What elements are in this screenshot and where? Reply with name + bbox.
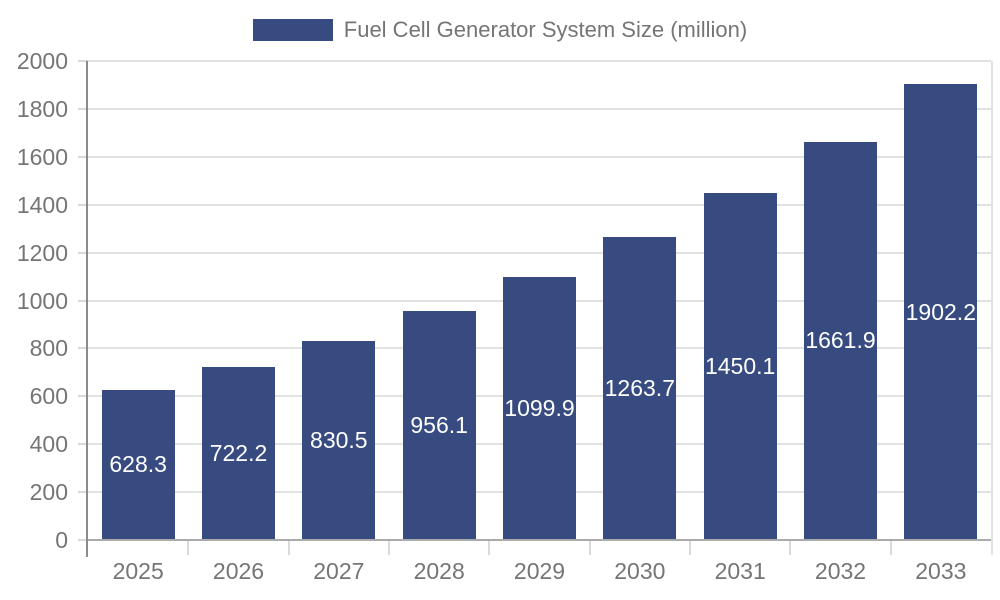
y-axis-tick-label: 2000: [16, 48, 68, 74]
y-axis-tick: [78, 443, 88, 446]
bar-2026[interactable]: 722.2: [202, 367, 275, 540]
legend-label: Fuel Cell Generator System Size (million…: [343, 17, 748, 42]
x-axis-tick-label: 2027: [313, 558, 365, 584]
bar-value-label: 722.2: [209, 440, 268, 466]
bar-2027[interactable]: 830.5: [302, 341, 376, 540]
bar-2033[interactable]: 1902.2: [904, 84, 978, 540]
bar-2028[interactable]: 956.1: [402, 311, 476, 540]
gridline: [88, 203, 991, 206]
x-axis-line: [88, 539, 993, 541]
y-axis-tick-label: 1800: [16, 95, 68, 122]
legend-swatch: [252, 19, 333, 41]
y-axis-tick-label: 1600: [16, 143, 68, 170]
x-axis-tick-label: 2031: [714, 558, 766, 584]
bar-value-label: 830.5: [310, 427, 368, 454]
gridline: [88, 107, 991, 110]
gridline: [88, 60, 991, 62]
x-axis-tick: [889, 541, 892, 555]
y-axis-tick: [78, 107, 88, 110]
y-axis-tick: [78, 155, 88, 158]
plot-border-right: [991, 61, 993, 555]
y-axis-tick: [78, 251, 88, 254]
y-axis-tick-label: 800: [29, 335, 68, 362]
bar-value-label: 1902.2: [905, 298, 976, 325]
bar-2025[interactable]: 628.3: [101, 389, 175, 540]
y-axis-line: [86, 61, 88, 557]
legend-item[interactable]: Fuel Cell Generator System Size (million…: [0, 16, 1000, 44]
y-axis-tick: [78, 395, 88, 398]
x-axis-tick: [388, 541, 390, 555]
y-axis-tick: [78, 347, 88, 350]
y-axis-tick: [78, 203, 88, 206]
bar-value-label: 1450.1: [704, 352, 776, 379]
x-axis-tick: [187, 541, 190, 555]
x-axis-tick: [588, 541, 591, 555]
bar-value-label: 1099.9: [504, 394, 575, 421]
y-axis-tick-label: 1200: [16, 239, 68, 266]
y-axis-tick-label: 600: [29, 383, 68, 410]
x-axis-tick: [789, 541, 792, 555]
y-axis-tick-label: 1400: [16, 191, 68, 218]
bar-2030[interactable]: 1263.7: [603, 237, 677, 540]
gridline: [88, 251, 991, 254]
x-axis-tick-label: 2028: [413, 558, 465, 584]
y-axis-tick: [78, 60, 88, 62]
bar-value-label: 1661.9: [805, 327, 876, 354]
y-axis-tick: [78, 539, 88, 541]
bar-2029[interactable]: 1099.9: [503, 276, 576, 540]
x-axis-tick-label: 2029: [513, 558, 566, 584]
y-axis-tick-label: 200: [29, 479, 68, 506]
bar-value-label: 956.1: [410, 411, 468, 438]
x-axis-tick-label: 2030: [614, 558, 666, 584]
y-axis-tick-label: 400: [29, 431, 68, 458]
gridline: [88, 155, 991, 158]
y-axis-tick: [78, 491, 88, 494]
x-axis-tick-label: 2025: [112, 558, 164, 584]
x-axis-tick: [287, 541, 290, 555]
x-axis-tick-label: 2033: [915, 558, 967, 584]
y-axis-tick-label: 1000: [16, 287, 68, 314]
x-axis-tick: [689, 541, 691, 555]
bar-2031[interactable]: 1450.1: [703, 192, 777, 540]
y-axis-tick: [78, 299, 88, 302]
x-axis-tick-label: 2026: [212, 558, 265, 584]
bar-value-label: 628.3: [109, 451, 167, 478]
bar-value-label: 1263.7: [604, 375, 675, 402]
x-axis-tick: [488, 541, 491, 555]
y-axis-tick-label: 0: [55, 527, 68, 553]
x-axis-tick-label: 2032: [814, 558, 867, 584]
bar-2032[interactable]: 1661.9: [804, 141, 877, 540]
